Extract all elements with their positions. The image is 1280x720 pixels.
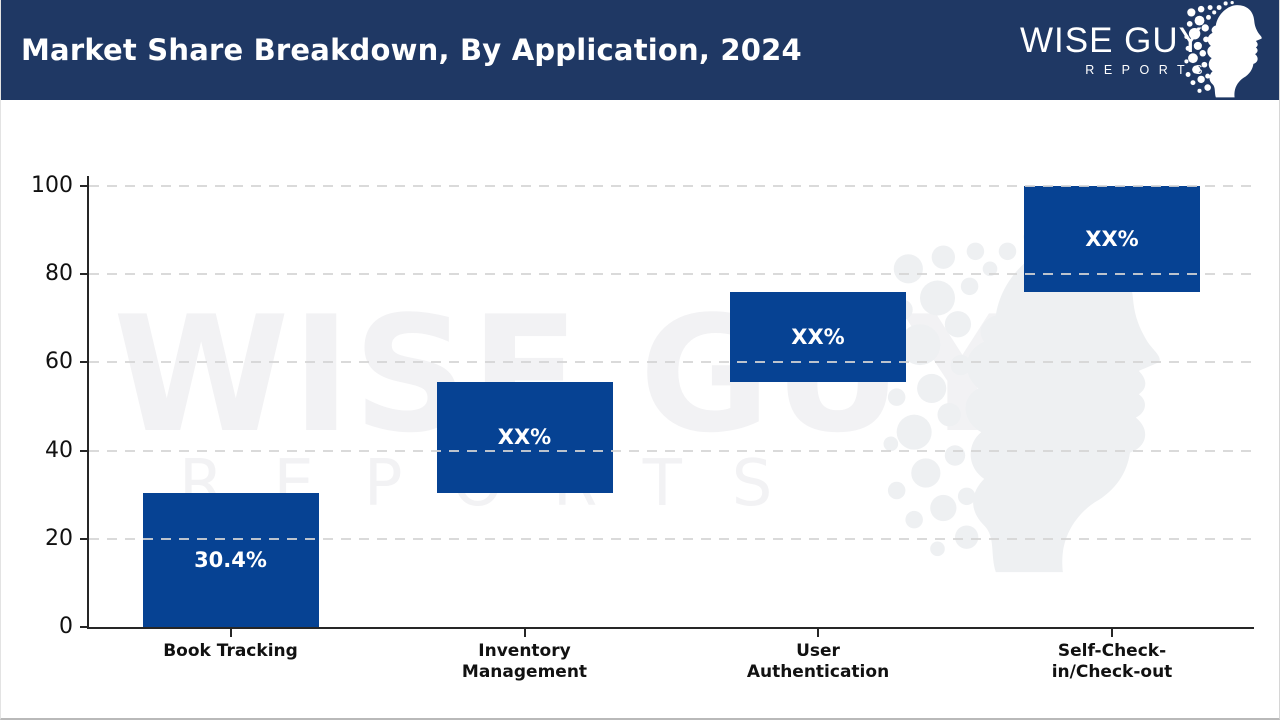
- x-tick-inventory-management: [523, 629, 526, 637]
- x-tick-user-authentication: [817, 629, 819, 637]
- x-tick-self-check-in-check-out: [1111, 629, 1113, 637]
- y-tick-label-100: 100: [31, 173, 73, 198]
- y-axis-line: [87, 176, 89, 629]
- y-tick-80: [80, 273, 87, 276]
- brand-text: WISE GUY REPORTS: [1020, 23, 1203, 77]
- bar-value-label-inventory-management: XX%: [497, 425, 552, 450]
- y-tick-label-60: 60: [45, 349, 73, 375]
- header-bar: Market Share Breakdown, By Application, …: [1, 0, 1279, 100]
- y-tick-label-0: 0: [59, 614, 73, 639]
- y-tick-0: [80, 626, 87, 628]
- y-tick-40: [80, 449, 87, 452]
- gridline-y-40: [89, 449, 1254, 452]
- x-axis-line: [87, 627, 1254, 629]
- y-tick-label-80: 80: [45, 261, 73, 287]
- y-tick-label-40: 40: [45, 437, 73, 463]
- bar-value-label-book-tracking: 30.4%: [194, 547, 267, 572]
- x-category-label-inventory-management: Inventory Management: [461, 641, 588, 683]
- gridline-y-80: [89, 273, 1254, 276]
- x-category-label-book-tracking: Book Tracking: [163, 641, 298, 661]
- bar-value-label-self-check-in-check-out: XX%: [1085, 226, 1139, 251]
- bar-inventory-management: XX%: [436, 381, 613, 493]
- bar-user-authentication: XX%: [730, 291, 906, 382]
- x-category-label-self-check-in-check-out: Self-Check-in/Check-out: [1051, 641, 1173, 683]
- brand-subtitle: REPORTS: [1085, 63, 1212, 77]
- bar-book-tracking: 30.4%: [142, 492, 319, 627]
- y-tick-100: [80, 185, 87, 187]
- x-tick-book-tracking: [229, 629, 232, 637]
- brand-logo: WISE GUY REPORTS: [1020, 1, 1265, 99]
- y-tick-20: [80, 537, 87, 540]
- bar-value-label-user-authentication: XX%: [791, 324, 845, 349]
- y-tick-label-20: 20: [45, 525, 73, 551]
- gridline-y-100: [89, 185, 1254, 187]
- bar-self-check-in-check-out: XX%: [1024, 186, 1200, 292]
- brand-wordmark: WISE GUY: [1019, 21, 1203, 60]
- gridline-y-20: [89, 537, 1254, 540]
- chart-title: Market Share Breakdown, By Application, …: [21, 33, 802, 67]
- gridline-y-60: [89, 361, 1254, 364]
- x-category-label-user-authentication: User Authentication: [746, 641, 890, 683]
- y-tick-60: [80, 361, 87, 364]
